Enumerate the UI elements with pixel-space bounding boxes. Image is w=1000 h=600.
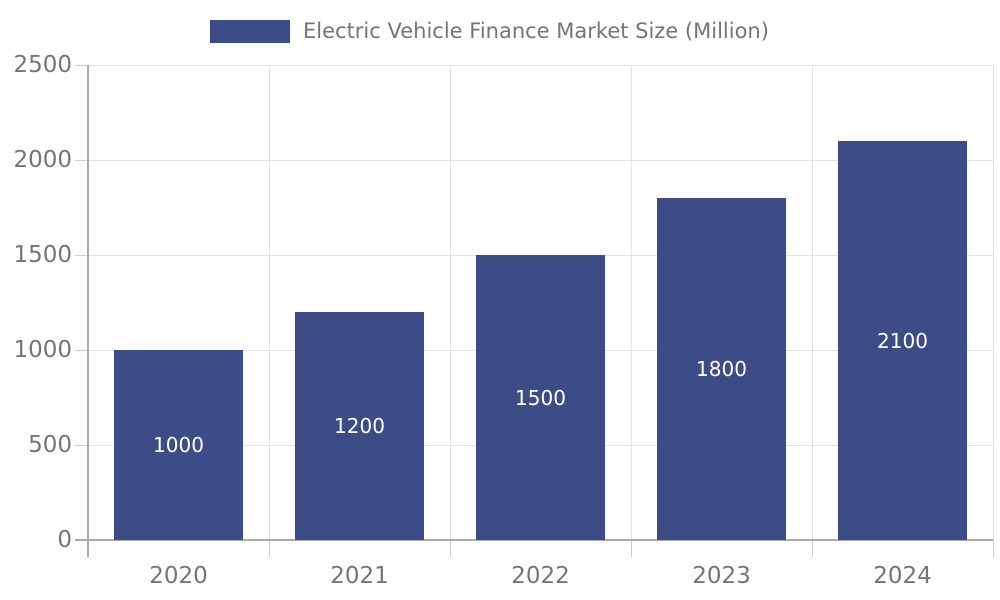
y-tick-label: 1000: [13, 337, 72, 363]
bar-value-label: 1500: [515, 385, 566, 410]
bar-2023[interactable]: 1800: [657, 198, 786, 540]
x-gridline: [992, 65, 994, 540]
bar-2022[interactable]: 1500: [476, 255, 605, 540]
y-tick-mark: [75, 159, 88, 161]
x-tick-label-2020: 2020: [149, 563, 208, 589]
y-gridline: [88, 64, 993, 66]
bar-2020[interactable]: 1000: [114, 350, 243, 540]
y-tick-mark: [75, 64, 88, 66]
y-tick-mark: [75, 444, 88, 446]
x-gridline: [811, 65, 813, 540]
x-gridline: [630, 65, 632, 540]
x-gridline: [268, 65, 270, 540]
y-tick-label: 2500: [13, 52, 72, 78]
y-tick-label: 500: [28, 432, 72, 458]
x-tick-label-2024: 2024: [873, 563, 932, 589]
bar-value-label: 1800: [696, 357, 747, 381]
bar-value-label: 1000: [153, 433, 204, 457]
y-tick-label: 2000: [13, 147, 72, 173]
x-tick-mark: [630, 540, 632, 557]
x-gridline: [449, 65, 451, 540]
bar-2024[interactable]: 2100: [838, 141, 967, 540]
x-tick-label-2021: 2021: [330, 563, 389, 589]
x-axis-line: [75, 539, 993, 541]
x-tick-mark: [449, 540, 451, 557]
x-tick-label-2022: 2022: [511, 563, 570, 589]
y-tick-label: 0: [57, 527, 72, 553]
legend-swatch-icon: [210, 20, 290, 43]
x-tick-label-2023: 2023: [692, 563, 751, 589]
legend[interactable]: Electric Vehicle Finance Market Size (Mi…: [210, 19, 769, 44]
bar-value-label: 1200: [334, 414, 385, 438]
y-tick-mark: [75, 349, 88, 351]
bar-2021[interactable]: 1200: [295, 312, 424, 540]
x-tick-mark: [992, 540, 994, 557]
y-gridline: [88, 159, 993, 161]
x-tick-mark: [268, 540, 270, 557]
bar-value-label: 2100: [877, 328, 928, 353]
y-axis-line: [87, 65, 89, 557]
y-tick-mark: [75, 254, 88, 256]
x-tick-mark: [811, 540, 813, 557]
legend-label: Electric Vehicle Finance Market Size (Mi…: [303, 19, 769, 43]
y-tick-label: 1500: [13, 242, 72, 268]
